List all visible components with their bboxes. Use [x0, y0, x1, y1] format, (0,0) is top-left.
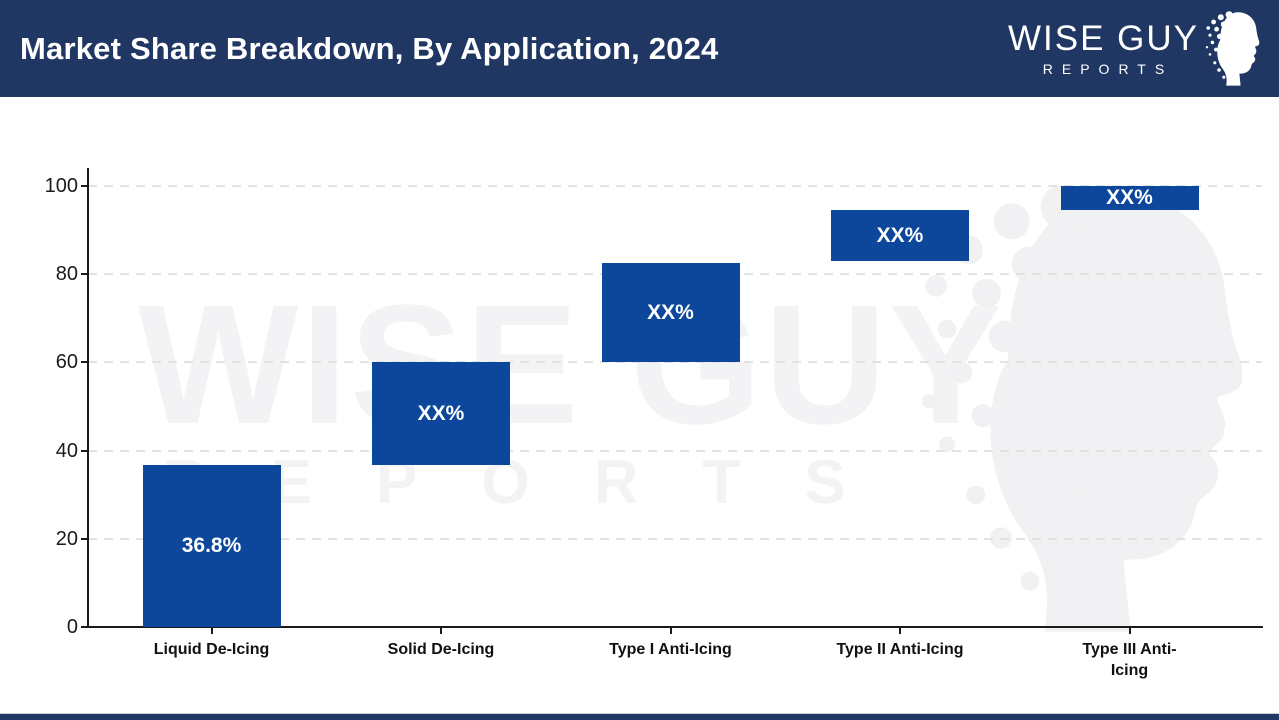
x-tick [899, 627, 901, 634]
x-tick-label: Type II Anti-Icing [836, 641, 964, 658]
x-tick-label: Liquid De-Icing [153, 641, 270, 658]
y-tick [81, 626, 88, 628]
y-axis-spine [87, 168, 89, 628]
header-bar: Market Share Breakdown, By Application, … [0, 0, 1279, 97]
y-tick [81, 185, 88, 187]
footer-bar [0, 713, 1279, 720]
y-tick-label: 20 [55, 527, 78, 550]
watermark-text: WISE GUY [138, 270, 1005, 460]
x-tick [1128, 627, 1131, 634]
bar-solid-de-icing: XX% [372, 362, 510, 465]
brand-subtitle: REPORTS [1042, 60, 1174, 77]
x-tick-label: Solid De-Icing [387, 641, 495, 658]
y-tick-label: 80 [55, 263, 78, 286]
bar-value-label: XX% [647, 300, 694, 324]
y-grid-line [88, 361, 1262, 364]
y-tick-label: 40 [55, 439, 78, 462]
bar-value-label: XX% [876, 223, 924, 247]
x-tick [669, 627, 672, 634]
page-title: Market Share Breakdown, By Application, … [20, 30, 719, 66]
y-tick-label: 60 [55, 351, 78, 374]
y-grid-line [88, 185, 1262, 187]
y-tick [81, 361, 88, 364]
y-tick-label: 100 [44, 175, 78, 197]
x-tick-label: Type I Anti-Icing [609, 641, 732, 658]
x-tick [440, 627, 442, 634]
bar-type-iii-anti-icing: XX% [1060, 186, 1199, 211]
bar-type-ii-anti-icing: XX% [831, 210, 969, 261]
x-tick-label: Type III Anti- Icing [1082, 641, 1177, 679]
bar-value-label: XX% [417, 401, 465, 425]
x-axis-line [87, 626, 1263, 628]
y-tick-label: 0 [66, 616, 78, 638]
bar-liquid-de-icing: 36.8% [142, 464, 281, 627]
brand-logo: WISE GUY REPORTS [1008, 9, 1261, 89]
y-tick [81, 273, 88, 276]
wise-guy-head-icon [1201, 9, 1261, 89]
bar-value-label: XX% [1106, 186, 1153, 210]
y-grid-line [88, 449, 1262, 452]
y-grid-line [88, 537, 1262, 540]
y-tick [81, 537, 88, 540]
bar-value-label: 36.8% [181, 533, 242, 557]
bar-type-i-anti-icing: XX% [601, 263, 740, 363]
x-tick [210, 627, 213, 634]
brand-name: WISE GUY [1007, 18, 1199, 58]
y-tick [81, 449, 88, 452]
